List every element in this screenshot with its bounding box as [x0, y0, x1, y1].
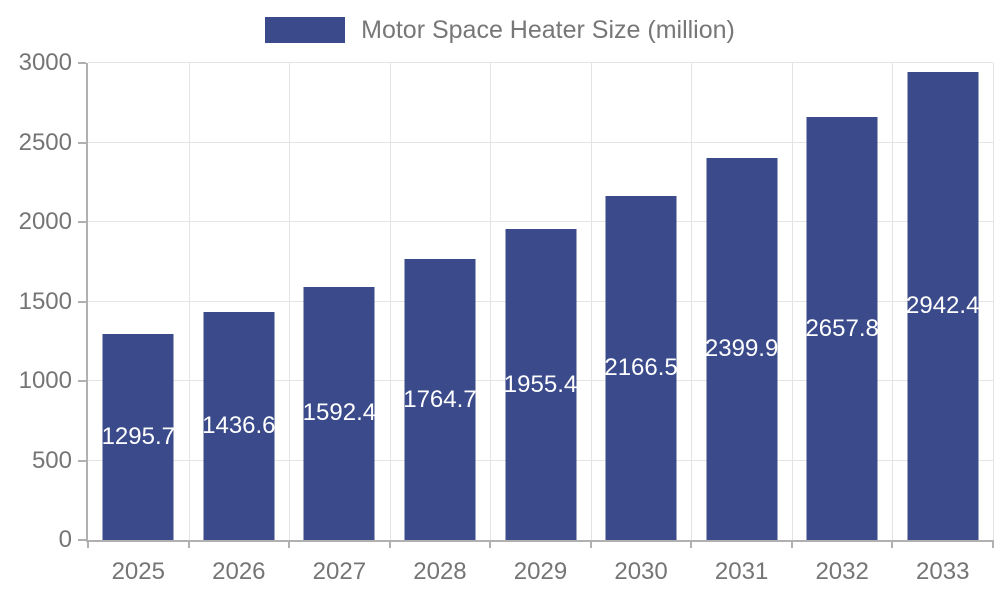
x-axis-tick-label: 2028 [413, 558, 467, 585]
x-axis-tick [187, 540, 190, 548]
bar [102, 333, 174, 540]
y-axis-tick [78, 539, 86, 541]
x-axis-tick [489, 540, 492, 548]
x-axis-tick-label: 2033 [916, 558, 970, 585]
y-axis-tick-label: 1500 [18, 287, 72, 315]
bar-value-label: 2166.5 [604, 353, 678, 381]
bar [505, 229, 576, 540]
x-axis-tick-label: 2026 [212, 558, 266, 585]
gridline-vertical [490, 63, 492, 540]
bar-value-label: 1592.4 [302, 399, 377, 427]
y-axis-tick-label: 1000 [18, 367, 72, 395]
x-axis-tick-label: 2031 [714, 558, 769, 585]
bar [404, 259, 476, 540]
x-axis-tick-label: 2025 [111, 558, 165, 585]
gridline-vertical [691, 63, 693, 540]
y-axis-tick [78, 62, 86, 64]
x-axis-tick-label: 2032 [815, 558, 869, 585]
x-axis-tick [589, 540, 592, 548]
legend: Motor Space Heater Size (million) [0, 15, 1000, 45]
y-axis-tick [78, 380, 86, 383]
plot-area: 0 500 1000 1500 2000 2500 3000 2025 2026 2027 2028… [19, 51, 994, 584]
bar [907, 72, 979, 540]
bar [806, 117, 878, 540]
y-axis-tick [78, 221, 86, 224]
x-axis-tick-label: 2027 [312, 558, 367, 585]
gridline-horizontal [88, 221, 993, 223]
bar-value-label: 2399.9 [704, 335, 779, 363]
gridline-vertical [188, 63, 190, 540]
gridline-vertical [289, 63, 291, 540]
gridline-horizontal [88, 62, 993, 63]
x-axis-tick [992, 540, 994, 548]
bar-value-label: 1436.6 [202, 411, 276, 439]
y-axis-tick [78, 300, 86, 303]
gridline-vertical [892, 63, 894, 540]
bar-value-label: 1955.4 [503, 370, 578, 398]
y-axis-tick-label: 3000 [18, 49, 72, 76]
x-axis-tick [388, 540, 391, 548]
legend-swatch [265, 17, 346, 43]
x-axis-tick [690, 540, 693, 548]
gridline-vertical [993, 63, 994, 540]
bar [706, 158, 778, 540]
bar [203, 311, 275, 540]
x-axis-tick [790, 540, 793, 548]
y-axis-tick [78, 141, 86, 144]
gridline-vertical [590, 63, 592, 540]
gridline-vertical [791, 63, 793, 540]
x-axis-tick [891, 540, 894, 548]
x-axis-tick-label: 2029 [513, 558, 568, 585]
bar-value-label: 2657.8 [805, 314, 879, 342]
y-axis-tick-label: 0 [58, 526, 72, 553]
bar [303, 286, 375, 540]
bar-value-label: 2942.4 [906, 292, 980, 320]
y-axis-tick-label: 2000 [18, 208, 72, 236]
gridline-horizontal [88, 141, 993, 143]
gridline-vertical [389, 63, 391, 540]
y-axis-tick-label: 500 [31, 446, 72, 474]
x-axis-tick-label: 2030 [614, 558, 668, 585]
bar [605, 195, 677, 540]
x-axis-tick [288, 540, 291, 548]
bar-value-label: 1764.7 [403, 385, 477, 413]
bar-value-label: 1295.7 [101, 423, 175, 450]
x-axis-tick [87, 540, 89, 548]
y-axis-tick [78, 459, 86, 462]
legend-label: Motor Space Heater Size (million) [361, 15, 735, 44]
y-axis-tick-label: 2500 [18, 128, 72, 156]
